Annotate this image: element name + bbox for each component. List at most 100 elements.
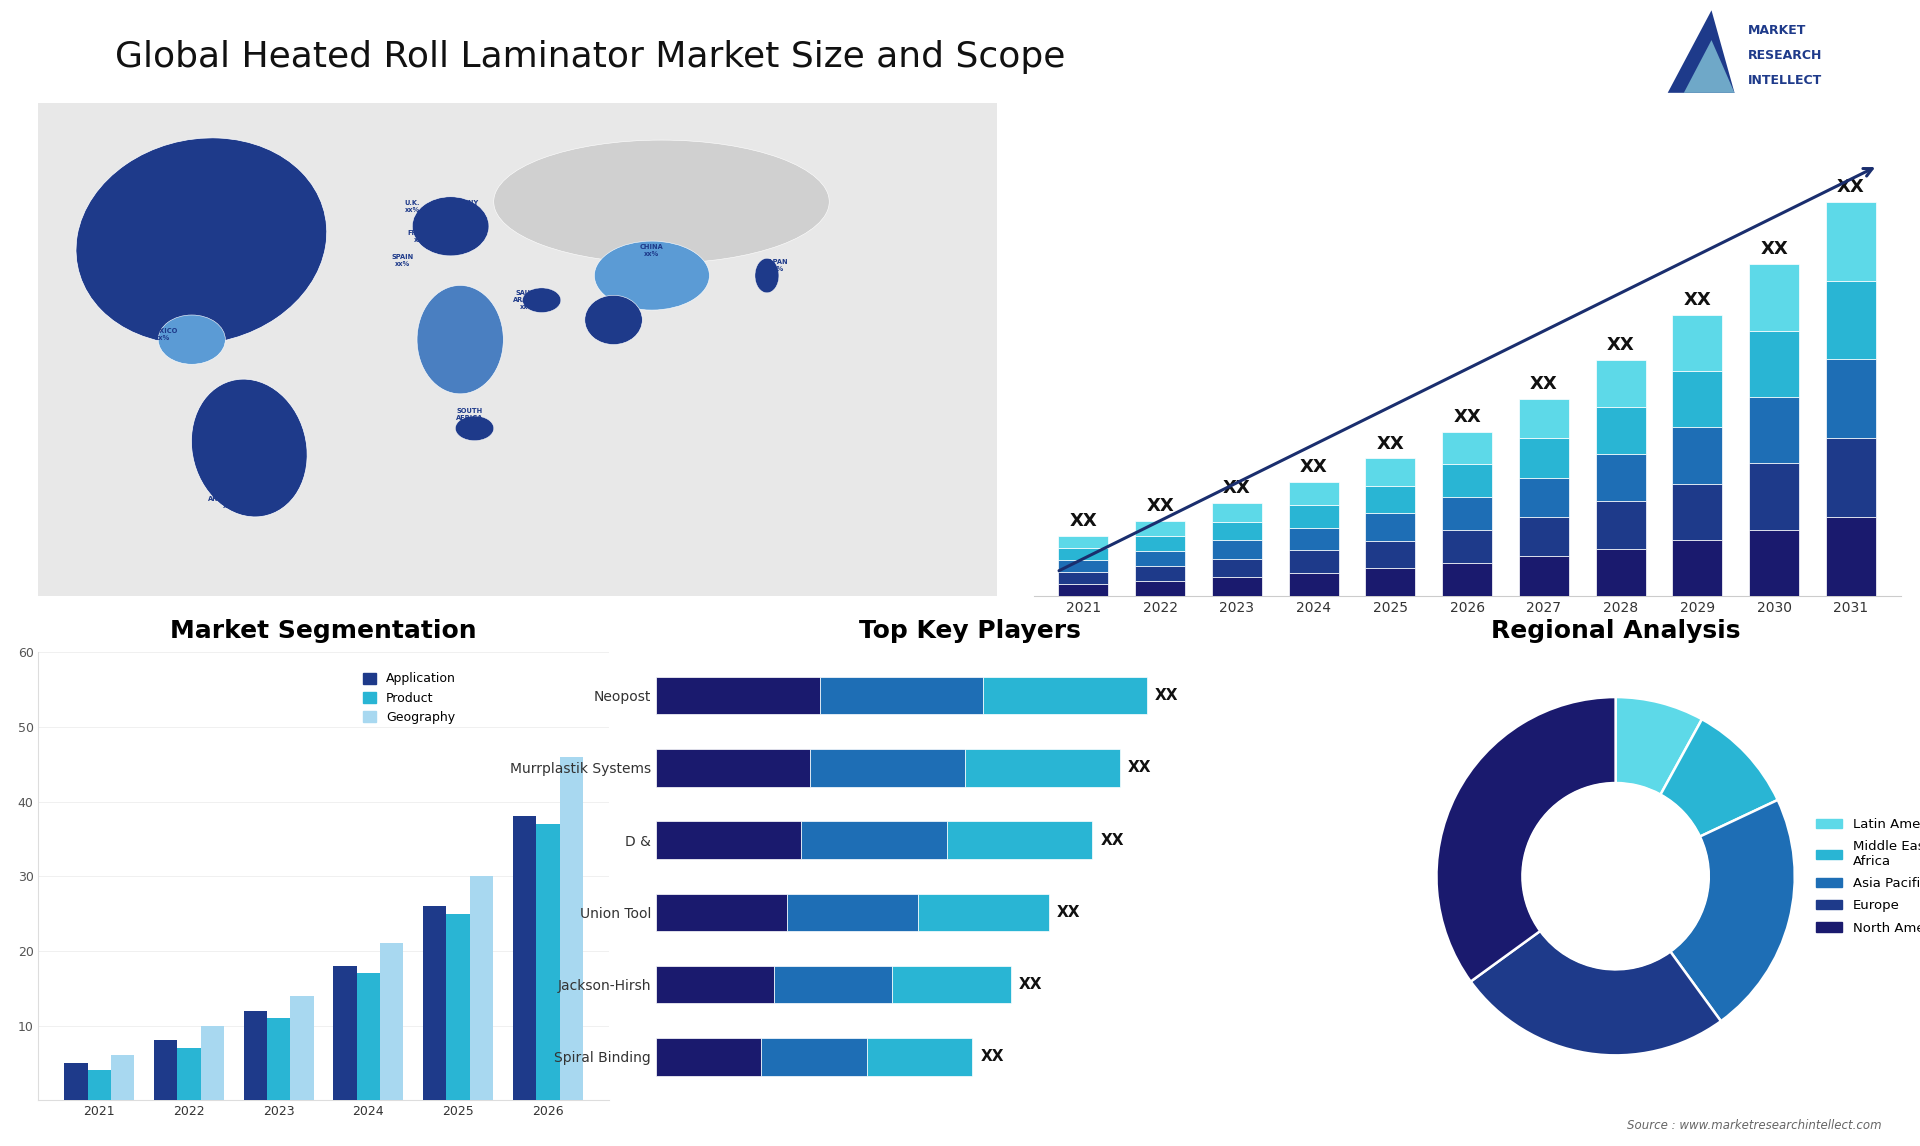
- Text: U.S.
xx%: U.S. xx%: [136, 259, 152, 273]
- Bar: [559, 756, 584, 1100]
- Bar: [536, 824, 559, 1100]
- Bar: [470, 877, 493, 1100]
- Bar: [88, 1070, 111, 1100]
- Bar: [1135, 536, 1185, 551]
- Text: ITALY
xx%: ITALY xx%: [451, 240, 470, 252]
- Text: MEXICO
xx%: MEXICO xx%: [148, 328, 179, 342]
- Text: XX: XX: [1453, 408, 1480, 425]
- Bar: [1288, 573, 1338, 596]
- Ellipse shape: [522, 288, 561, 313]
- Bar: [947, 822, 1092, 858]
- Bar: [866, 1038, 972, 1076]
- Bar: [154, 1041, 177, 1100]
- Bar: [1365, 513, 1415, 541]
- Ellipse shape: [192, 379, 307, 517]
- Bar: [657, 894, 787, 931]
- Bar: [202, 1026, 225, 1100]
- Ellipse shape: [77, 138, 326, 344]
- Bar: [1672, 540, 1722, 596]
- Text: XX: XX: [1761, 241, 1788, 258]
- Bar: [1135, 566, 1185, 581]
- Bar: [801, 822, 947, 858]
- Bar: [1058, 560, 1108, 572]
- Bar: [357, 973, 380, 1100]
- Text: XX: XX: [1056, 905, 1081, 920]
- Circle shape: [1523, 783, 1709, 970]
- Text: XX: XX: [1300, 458, 1327, 477]
- Bar: [1135, 521, 1185, 536]
- Ellipse shape: [417, 285, 503, 394]
- Text: Source : www.marketresearchintellect.com: Source : www.marketresearchintellect.com: [1626, 1120, 1882, 1132]
- Wedge shape: [1471, 931, 1720, 1055]
- Ellipse shape: [455, 416, 493, 440]
- Bar: [1519, 557, 1569, 596]
- Bar: [1135, 551, 1185, 566]
- Wedge shape: [1436, 697, 1615, 981]
- Bar: [1596, 502, 1645, 549]
- Text: XX: XX: [1837, 178, 1864, 196]
- Bar: [657, 677, 820, 714]
- Bar: [893, 966, 1010, 1004]
- Bar: [1826, 360, 1876, 438]
- Text: SAUDI
ARABIA
xx%: SAUDI ARABIA xx%: [513, 290, 541, 311]
- Bar: [1519, 517, 1569, 557]
- Text: MARKET: MARKET: [1749, 24, 1807, 37]
- Bar: [1365, 541, 1415, 568]
- Text: FRANCE
xx%: FRANCE xx%: [407, 229, 436, 243]
- Text: Global Heated Roll Laminator Market Size and Scope: Global Heated Roll Laminator Market Size…: [115, 40, 1066, 74]
- Text: XX: XX: [1530, 375, 1557, 393]
- Bar: [244, 1011, 267, 1100]
- Text: CHINA
xx%: CHINA xx%: [639, 244, 664, 258]
- Bar: [966, 749, 1119, 786]
- Bar: [1365, 458, 1415, 486]
- Wedge shape: [1615, 697, 1701, 794]
- Bar: [1596, 454, 1645, 502]
- Bar: [1749, 463, 1799, 529]
- Bar: [1058, 572, 1108, 583]
- Text: CANADA
xx%: CANADA xx%: [157, 175, 188, 188]
- Title: Regional Analysis: Regional Analysis: [1490, 619, 1740, 643]
- Text: XX: XX: [1684, 291, 1711, 309]
- Text: U.K.
xx%: U.K. xx%: [405, 201, 420, 213]
- Text: XX: XX: [1377, 434, 1404, 453]
- Bar: [1212, 578, 1261, 596]
- Text: RESEARCH: RESEARCH: [1749, 49, 1822, 62]
- Text: XX: XX: [1156, 688, 1179, 704]
- Text: XX: XX: [1127, 760, 1152, 776]
- Text: XX: XX: [1100, 833, 1123, 848]
- Bar: [787, 894, 918, 931]
- Bar: [1826, 517, 1876, 596]
- Bar: [267, 1018, 290, 1100]
- Bar: [290, 996, 313, 1100]
- Text: XX: XX: [1607, 336, 1634, 354]
- Bar: [1826, 202, 1876, 281]
- Text: SPAIN
xx%: SPAIN xx%: [392, 254, 415, 267]
- Bar: [820, 677, 983, 714]
- Text: XX: XX: [1223, 479, 1250, 497]
- Bar: [1212, 521, 1261, 540]
- Bar: [657, 1038, 762, 1076]
- Bar: [1058, 536, 1108, 548]
- Ellipse shape: [755, 258, 780, 293]
- Title: Market Segmentation: Market Segmentation: [171, 619, 476, 643]
- Bar: [1519, 399, 1569, 438]
- Bar: [1365, 486, 1415, 513]
- Text: XX: XX: [1020, 978, 1043, 992]
- Bar: [1288, 505, 1338, 528]
- Bar: [1749, 331, 1799, 397]
- Wedge shape: [1661, 720, 1778, 837]
- Bar: [1749, 265, 1799, 331]
- Text: ARGENTINA
xx%: ARGENTINA xx%: [207, 496, 252, 509]
- Bar: [111, 1055, 134, 1100]
- Bar: [1672, 427, 1722, 484]
- Bar: [1442, 464, 1492, 497]
- Text: XX: XX: [1069, 512, 1096, 531]
- Bar: [1058, 583, 1108, 596]
- Text: JAPAN
xx%: JAPAN xx%: [766, 259, 787, 273]
- Bar: [1288, 528, 1338, 550]
- Bar: [1212, 503, 1261, 521]
- Bar: [1749, 397, 1799, 463]
- Bar: [1749, 529, 1799, 596]
- Ellipse shape: [157, 315, 225, 364]
- Text: INTELLECT: INTELLECT: [1749, 74, 1822, 87]
